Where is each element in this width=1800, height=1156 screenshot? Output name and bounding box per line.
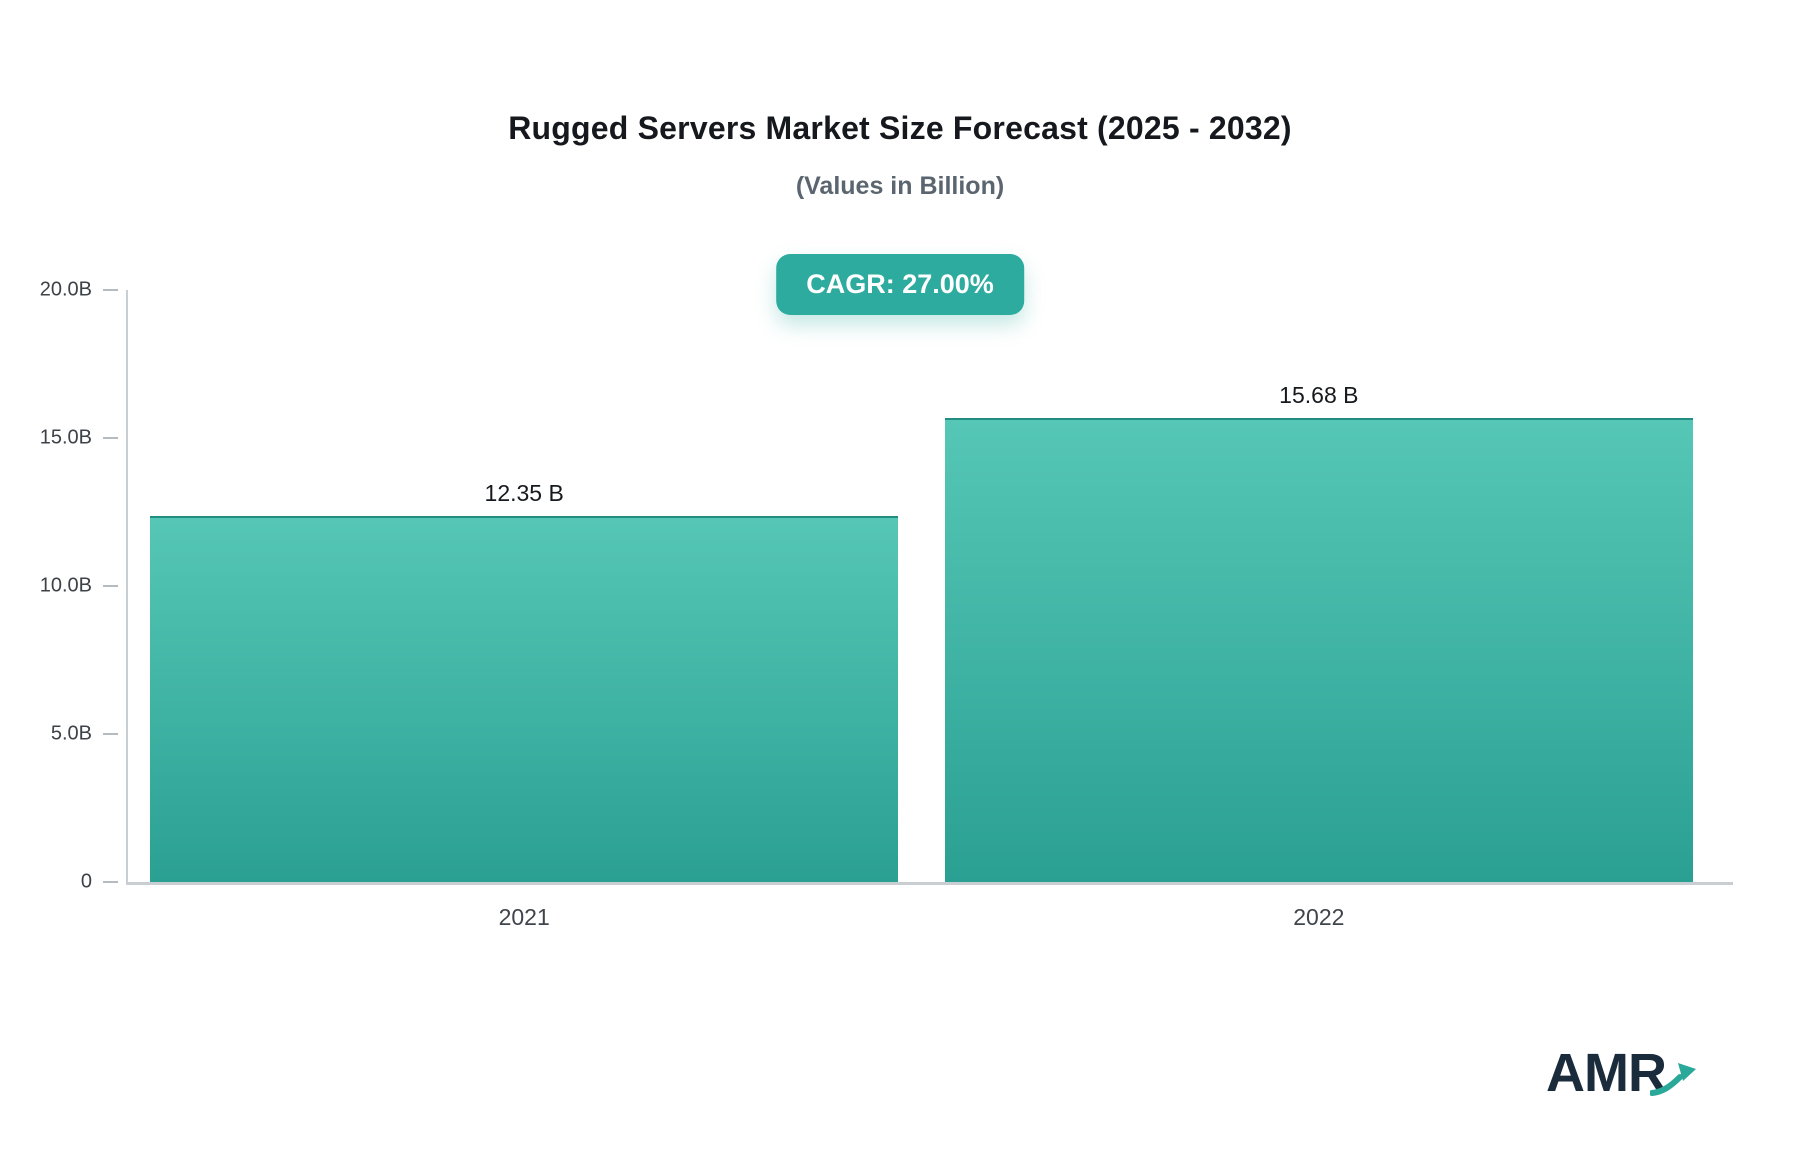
chart-subtitle: (Values in Billion) [795, 172, 1005, 200]
amr-logo-text: AMR [1546, 1043, 1667, 1103]
y-tick-mark [103, 289, 118, 291]
plot-area: 20.0B 15.0B 10.0B 5.0B 0 12.35 B 2021 15.68 B 2… [40, 279, 1733, 930]
y-tick-mark [103, 733, 118, 735]
bar-value-label: 15.68 B [1279, 381, 1359, 408]
x-axis-label: 2022 [1293, 904, 1345, 930]
bars-group: 12.35 B 2021 15.68 B 2022 [128, 290, 1733, 930]
y-tick-mark [103, 437, 118, 439]
cagr-badge: CAGR: 27.00% [776, 254, 1024, 315]
x-axis-label: 2021 [498, 904, 550, 930]
bar-2022: 15.68 B [944, 382, 1693, 882]
y-tick-label: 15.0B [39, 426, 92, 449]
y-tick-mark [103, 881, 118, 883]
growth-arrow-icon [1650, 1063, 1696, 1096]
bar-2021: 12.35 B [150, 480, 899, 882]
chart-title: Rugged Servers Market Size Forecast (202… [508, 110, 1292, 146]
y-tick-mark [103, 585, 118, 587]
y-tick-label: 5.0B [50, 722, 92, 745]
bar-value-label: 12.35 B [484, 480, 564, 507]
cagr-badge-label: CAGR: 27.00% [806, 269, 994, 299]
amr-logo: AMR [1546, 1046, 1698, 1100]
y-tick-label: 0 [80, 870, 92, 893]
y-tick-label: 10.0B [39, 574, 92, 597]
bar-column-2021: 12.35 B 2021 [150, 290, 899, 930]
bar-column-2022: 15.68 B 2022 [944, 290, 1693, 930]
y-tick-label: 20.0B [39, 278, 92, 301]
